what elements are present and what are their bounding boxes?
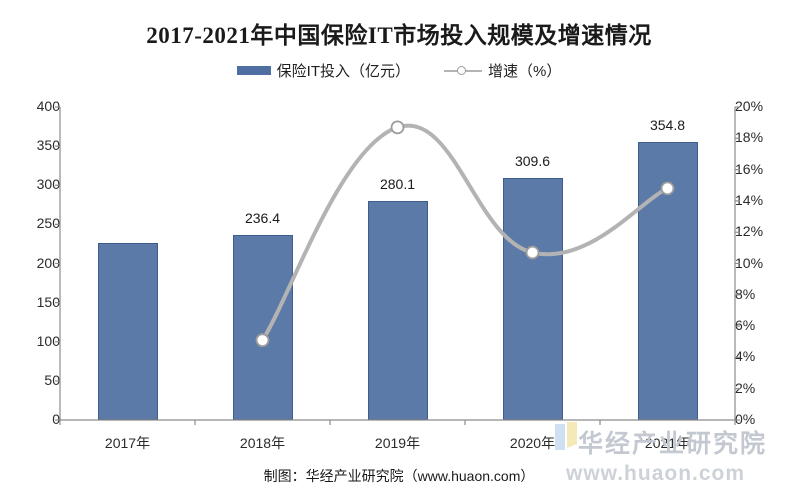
bar-2020年[interactable]	[502, 177, 563, 420]
chart-legend: 保险IT投入（亿元） 增速（%）	[0, 60, 798, 81]
bar-2017年[interactable]	[97, 243, 158, 420]
x-axis-tick-label-2019年: 2019年	[374, 435, 421, 451]
x-axis-tick-label-2017年: 2017年	[104, 435, 151, 451]
x-axis-tick-label-2021年: 2021年	[644, 435, 691, 451]
y-axis-tick-label: 350	[36, 137, 60, 154]
line-marker-2020年[interactable]	[525, 245, 540, 260]
y2-axis-tick-label: 8%	[735, 285, 756, 302]
y2-axis-tick-label: 0%	[735, 411, 756, 427]
y2-axis-tick-label: 18%	[735, 129, 764, 146]
legend-item-bar-series[interactable]: 保险IT投入（亿元）	[236, 60, 410, 81]
bar-2018年[interactable]	[232, 235, 293, 420]
legend-label-line-series: 增速（%）	[488, 63, 562, 80]
legend-label-bar-series: 保险IT投入（亿元）	[276, 63, 410, 80]
y-axis-tick-label: 200	[36, 254, 60, 271]
y2-axis-tick-label: 12%	[735, 223, 764, 240]
y-axis-tick-label: 400	[36, 98, 60, 114]
y2-axis-tick-label: 14%	[735, 191, 764, 208]
bar-value-label-2020年: 309.6	[514, 152, 551, 169]
line-marker-2018年[interactable]	[255, 333, 270, 348]
source-note: 制图：华经产业研究院（www.huaon.com）	[263, 468, 535, 484]
line-marker-2021年[interactable]	[660, 181, 675, 196]
bar-value-label-2018年: 236.4	[244, 210, 281, 227]
y2-axis-tick-label: 4%	[735, 348, 756, 365]
bar-value-label-2019年: 280.1	[379, 175, 416, 192]
x-axis-tick-label-2018年: 2018年	[239, 435, 286, 451]
bar-swatch-icon	[236, 66, 271, 75]
y2-axis-tick-label: 6%	[735, 317, 756, 334]
line-marker-2019年[interactable]	[390, 120, 405, 135]
y2-axis-tick-label: 10%	[735, 254, 764, 271]
y-axis-tick-label: 100	[36, 332, 60, 349]
legend-item-line-series[interactable]: 增速（%）	[444, 60, 561, 81]
y-axis-tick-label: 300	[36, 176, 60, 193]
y-axis-tick-label: 0	[52, 411, 60, 427]
bar-2019年[interactable]	[367, 200, 428, 420]
y2-axis-tick-label: 20%	[735, 98, 764, 114]
x-axis-tick-label-2020年: 2020年	[509, 435, 556, 451]
y-axis-tick-label: 250	[36, 215, 60, 232]
chart-title: 2017-2021年中国保险IT市场投入规模及增速情况	[146, 23, 652, 48]
line-circle-swatch-icon	[444, 65, 482, 77]
y2-axis-tick-label: 2%	[735, 379, 756, 396]
growth-rate-line	[260, 123, 670, 343]
y2-axis-tick-label: 16%	[735, 160, 764, 177]
y-axis-tick-label: 150	[36, 293, 60, 310]
bar-value-label-2021年: 354.8	[649, 117, 686, 134]
y-axis-tick-label: 50	[44, 371, 60, 388]
